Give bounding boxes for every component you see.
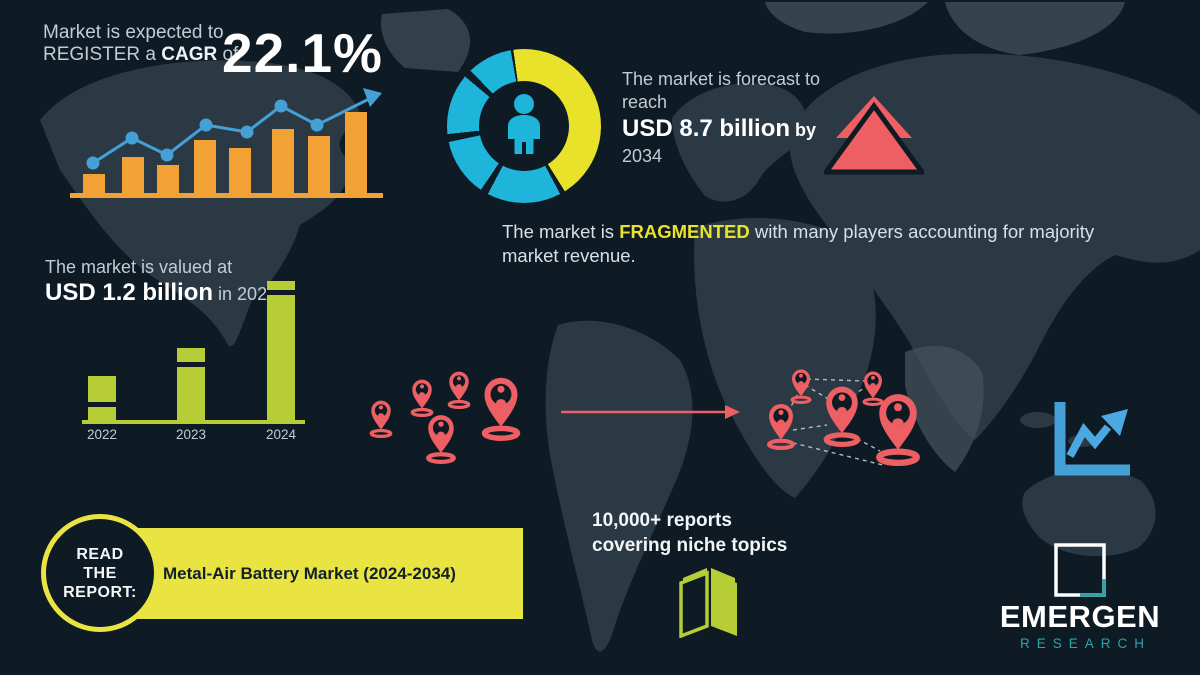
location-pin-icon (826, 387, 858, 445)
donut-hole (479, 81, 569, 171)
reports-line2: covering niche topics (592, 535, 788, 556)
reports-line1: 10,000+ reports (592, 510, 732, 531)
cagr-caption: Market is expected to REGISTER a CAGR of (43, 22, 238, 66)
forecast-line2: reach (622, 92, 668, 112)
cagr-label: CAGR (161, 44, 218, 65)
location-pin-icon (790, 368, 812, 404)
forecast-year: 2034 (622, 146, 663, 166)
person-icon (508, 94, 540, 154)
forecast-value: USD 8.7 billion by (622, 115, 817, 142)
read-report-line: THE (83, 564, 117, 582)
valued-line1: The market is valued at (45, 257, 233, 277)
open-book-icon (679, 568, 737, 638)
forecast-line1: The market is forecast to (622, 69, 821, 89)
location-pin-icon (369, 399, 393, 438)
cagr-value: 22.1% (222, 22, 383, 84)
cagr-caption-line1: Market is expected to (43, 22, 224, 43)
report-title-banner[interactable]: Metal-Air Battery Market (2024-2034) (123, 528, 523, 619)
location-pin-icon (428, 415, 454, 462)
players-pin-network-right (767, 368, 950, 483)
logo-brand-name: EMERGEN (999, 599, 1161, 634)
logo-brand-subtitle: RESEARCH (1019, 636, 1151, 651)
location-pin-icon (879, 394, 917, 463)
svg-text:2024: 2024 (266, 427, 297, 442)
read-report-line: READ (76, 545, 124, 563)
cagr-trend-chart (70, 88, 383, 198)
forecast-caption: The market is forecast to reach USD 8.7 … (622, 68, 820, 168)
svg-text:2023: 2023 (176, 427, 206, 442)
players-pin-cluster-left (369, 370, 540, 472)
reports-caption: 10,000+ reports covering niche topics (592, 508, 787, 558)
valued-caption: The market is valued at USD 1.2 billion … (45, 256, 277, 309)
market-value-chart: 2022 2023 2024 (82, 281, 305, 442)
logo-square-icon (1054, 543, 1106, 597)
location-pin-icon (410, 378, 434, 417)
fragmented-caption: The market is FRAGMENTED with many playe… (502, 221, 1095, 266)
location-pin-icon (767, 402, 795, 450)
read-report-badge[interactable]: READ THE REPORT: (41, 514, 159, 632)
read-report-line: REPORT: (63, 583, 137, 601)
flow-arrow-icon (561, 405, 740, 419)
location-pin-icon (447, 370, 471, 409)
cagr-caption-line2: REGISTER a CAGR of (43, 44, 239, 65)
line-chart-icon (1054, 402, 1130, 476)
fragmented-highlight: FRAGMENTED (619, 221, 750, 242)
valued-value: USD 1.2 billion in 2024 (45, 279, 278, 306)
growth-arrow-icon (824, 96, 924, 175)
svg-text:2022: 2022 (87, 427, 117, 442)
location-pin-icon (485, 378, 518, 439)
donut-chart (447, 49, 601, 203)
location-pin-icon (862, 370, 884, 406)
report-title: Metal-Air Battery Market (2024-2034) (163, 563, 456, 583)
